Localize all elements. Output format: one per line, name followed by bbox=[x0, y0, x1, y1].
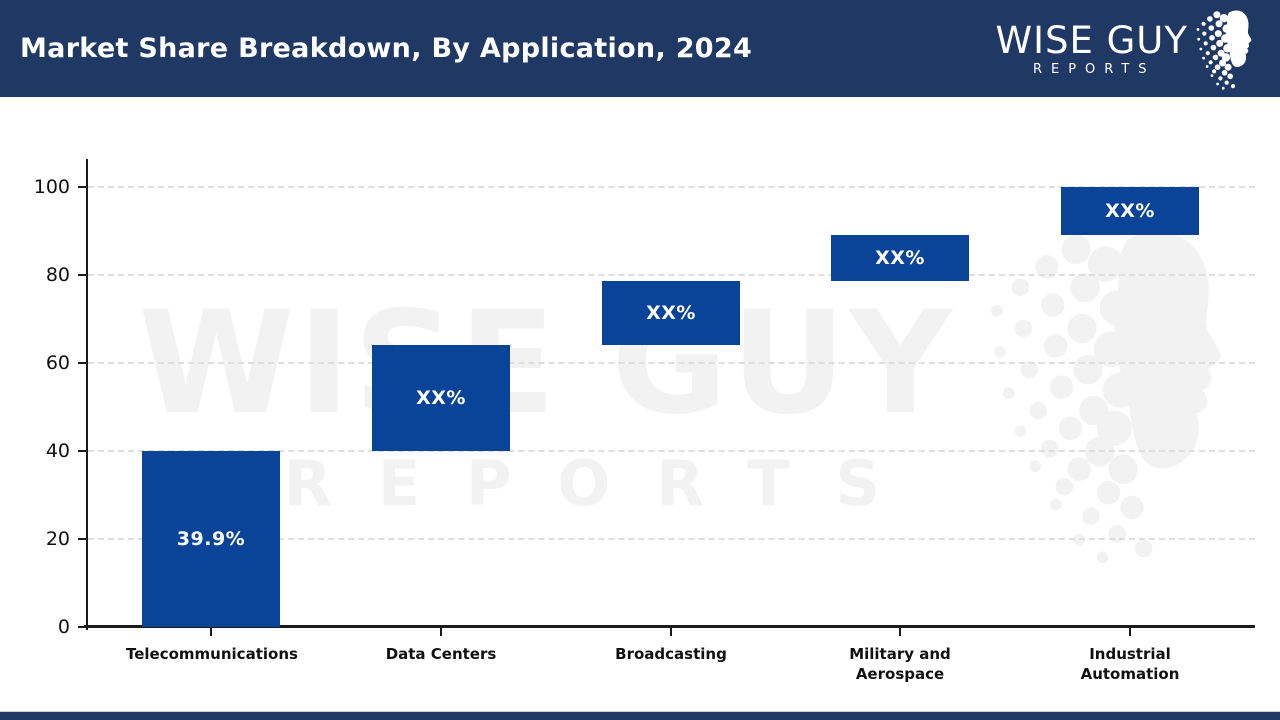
bar-segment: XX% bbox=[1061, 187, 1199, 235]
watermark-subtitle: REPORTS bbox=[284, 447, 927, 520]
bar-value-label: XX% bbox=[646, 301, 696, 324]
gridline bbox=[88, 450, 1255, 452]
chart-area: WISE GUY REPORTS 0 20 40 60 80 100 39.9% Teleco… bbox=[0, 97, 1280, 712]
y-tick-mark bbox=[78, 538, 86, 540]
x-category-label: Military and Aerospace bbox=[849, 645, 951, 684]
y-tick-mark bbox=[78, 626, 86, 628]
gridline bbox=[88, 274, 1255, 276]
bar-value-label: XX% bbox=[875, 246, 925, 269]
y-tick-mark bbox=[78, 362, 86, 364]
y-tick-label: 60 bbox=[45, 352, 70, 374]
x-category-label: Telecommunications bbox=[126, 645, 298, 663]
bar-segment: XX% bbox=[372, 344, 510, 452]
logo-wordmark: WISE GUY bbox=[995, 18, 1188, 62]
plot-area: 0 20 40 60 80 100 39.9% Telecommunications XX% Da… bbox=[34, 159, 1255, 683]
x-category-label: Broadcasting bbox=[615, 645, 727, 663]
x-tick-mark bbox=[440, 628, 442, 636]
x-category-label: Data Centers bbox=[385, 645, 497, 663]
y-tick-label: 100 bbox=[33, 176, 70, 198]
bar-segment: XX% bbox=[831, 234, 969, 281]
y-tick-mark bbox=[78, 186, 86, 188]
y-tick-mark bbox=[78, 450, 86, 452]
header-banner: Market Share Breakdown, By Application, … bbox=[0, 0, 1280, 97]
bar-value-label: XX% bbox=[416, 386, 466, 409]
gridline bbox=[88, 186, 1255, 188]
y-tick-label: 40 bbox=[45, 440, 70, 462]
bar-segment: 39.9% bbox=[142, 451, 280, 627]
y-tick-mark bbox=[78, 274, 86, 276]
gridline bbox=[88, 362, 1255, 364]
y-axis-line bbox=[86, 159, 88, 630]
y-tick-label: 20 bbox=[45, 528, 70, 550]
y-tick-label: 80 bbox=[45, 264, 70, 286]
logo-subtitle: REPORTS bbox=[1032, 61, 1156, 77]
x-tick-mark bbox=[1129, 628, 1131, 636]
footer-bar bbox=[0, 712, 1280, 720]
wiseguy-logo: WISE GUY REPORTS bbox=[996, 7, 1254, 91]
x-tick-mark bbox=[899, 628, 901, 636]
x-axis-line bbox=[84, 625, 1255, 628]
x-category-label: Industrial Automation bbox=[1080, 645, 1180, 684]
bar-value-label: XX% bbox=[1105, 199, 1155, 222]
bottom-divider bbox=[0, 711, 1280, 712]
x-tick-mark bbox=[670, 628, 672, 636]
y-tick-label: 0 bbox=[57, 616, 70, 638]
bar-segment: XX% bbox=[602, 280, 740, 345]
page-title: Market Share Breakdown, By Application, … bbox=[20, 33, 753, 64]
wiseguy-face-icon bbox=[1184, 7, 1254, 91]
gridline bbox=[88, 538, 1255, 540]
wiseguy-logo-text: WISE GUY REPORTS bbox=[996, 22, 1188, 76]
x-tick-mark bbox=[210, 628, 212, 636]
bar-value-label: 39.9% bbox=[176, 528, 246, 551]
